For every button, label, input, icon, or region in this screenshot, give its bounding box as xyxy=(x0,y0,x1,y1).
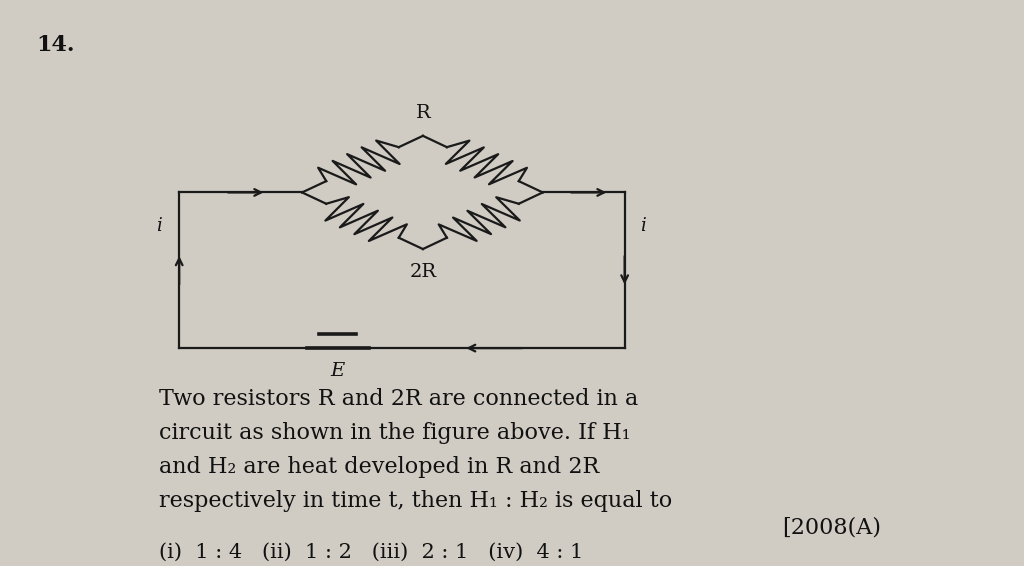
Text: E: E xyxy=(331,362,345,380)
Text: i: i xyxy=(156,217,162,235)
Text: (i)  1 : 4   (ii)  1 : 2   (iii)  2 : 1   (iv)  4 : 1: (i) 1 : 4 (ii) 1 : 2 (iii) 2 : 1 (iv) 4 … xyxy=(159,542,583,561)
Text: i: i xyxy=(640,217,646,235)
Text: 14.: 14. xyxy=(36,35,75,56)
Text: Two resistors R and 2R are connected in a: Two resistors R and 2R are connected in … xyxy=(159,388,638,410)
Text: [2008(A): [2008(A) xyxy=(781,517,881,538)
Text: circuit as shown in the figure above. If H₁: circuit as shown in the figure above. If… xyxy=(159,422,631,444)
Text: 2R: 2R xyxy=(410,263,436,281)
Text: and H₂ are heat developed in R and 2R: and H₂ are heat developed in R and 2R xyxy=(159,456,599,478)
Text: R: R xyxy=(416,104,430,122)
Text: respectively in time t, then H₁ : H₂ is equal to: respectively in time t, then H₁ : H₂ is … xyxy=(159,490,672,512)
